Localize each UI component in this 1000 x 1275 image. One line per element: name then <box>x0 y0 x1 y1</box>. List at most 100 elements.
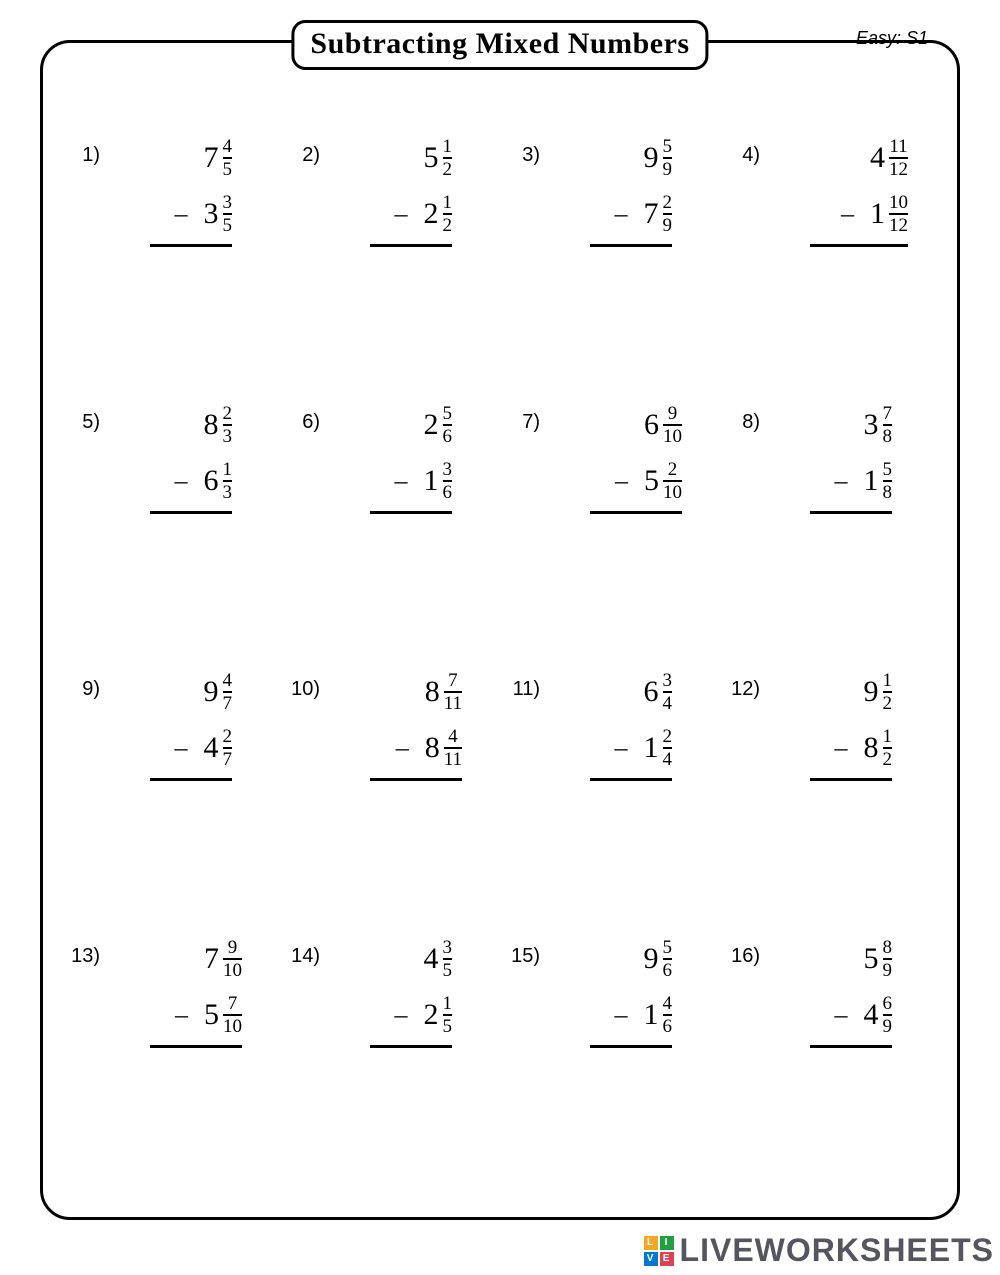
mixed-number: 427 <box>204 727 233 769</box>
problem: 15)956–146 <box>500 931 720 1048</box>
whole-part: 5 <box>864 942 883 976</box>
mixed-number: 435 <box>424 938 453 980</box>
whole-part: 9 <box>644 141 663 175</box>
minus-icon: – <box>395 1000 424 1030</box>
fraction-part: 12 <box>883 727 893 769</box>
denominator: 9 <box>663 213 673 235</box>
whole-part: 4 <box>864 998 883 1032</box>
mixed-number: 8711 <box>425 671 462 713</box>
minus-icon: – <box>841 199 870 229</box>
fraction-part: 12 <box>443 193 453 235</box>
whole-part: 5 <box>204 998 223 1032</box>
numerator: 5 <box>663 938 673 958</box>
numerator: 3 <box>663 671 673 691</box>
minus-icon: – <box>175 466 204 496</box>
problem-number: 4) <box>720 130 770 167</box>
denominator: 10 <box>223 958 242 980</box>
denominator: 10 <box>663 480 682 502</box>
answer-rule <box>370 778 462 781</box>
answer-rule <box>150 1045 242 1048</box>
problem: 4) 41112–11012 <box>720 130 940 247</box>
problem: 7)6910–5210 <box>500 397 720 514</box>
answer-rule <box>370 244 452 247</box>
problem: 10)8711–8411 <box>280 664 500 781</box>
problem-stack: 912–812 <box>770 664 892 781</box>
minus-icon: – <box>175 199 204 229</box>
answer-rule <box>150 778 232 781</box>
minus-icon: – <box>395 199 424 229</box>
numerator: 5 <box>443 404 453 424</box>
problem-stack: 823–613 <box>110 397 232 514</box>
numerator: 1 <box>443 137 453 157</box>
denominator: 11 <box>444 691 462 713</box>
problem-grid: 1)745–3352)512–2123)959–7294)41112–11012… <box>60 130 940 1048</box>
answer-rule <box>370 511 452 514</box>
problem-number: 13) <box>60 931 110 968</box>
whole-part: 6 <box>644 408 663 442</box>
denominator: 10 <box>223 1014 242 1036</box>
problem-stack: 959–729 <box>550 130 672 247</box>
fraction-part: 910 <box>223 938 242 980</box>
mixed-number: 7910 <box>204 938 242 980</box>
denominator: 3 <box>223 424 233 446</box>
denominator: 2 <box>883 747 893 769</box>
problem: 13) 7910 –5710 <box>60 931 280 1048</box>
whole-part: 4 <box>870 141 889 175</box>
whole-part: 3 <box>864 408 883 442</box>
numerator: 6 <box>883 994 893 1014</box>
denominator: 5 <box>443 958 453 980</box>
minus-icon: – <box>835 466 864 496</box>
whole-part: 1 <box>644 731 663 765</box>
whole-part: 8 <box>864 731 883 765</box>
mixed-number: 256 <box>424 404 453 446</box>
mixed-number: 11012 <box>870 193 908 235</box>
page: Subtracting Mixed Numbers Easy: S1 1)745… <box>0 0 1000 1275</box>
mixed-number: 5210 <box>644 460 682 502</box>
numerator: 9 <box>668 404 678 424</box>
numerator: 3 <box>443 938 453 958</box>
watermark-logo-icon: LIVE <box>644 1236 674 1266</box>
denominator: 2 <box>883 691 893 713</box>
numerator: 9 <box>228 938 238 958</box>
minuend-line: 589 <box>864 931 893 987</box>
denominator: 8 <box>883 480 893 502</box>
numerator: 1 <box>443 193 453 213</box>
numerator: 4 <box>223 671 233 691</box>
denominator: 11 <box>444 747 462 769</box>
denominator: 12 <box>889 157 908 179</box>
problem: 2)512–212 <box>280 130 500 247</box>
numerator: 11 <box>889 137 907 157</box>
numerator: 2 <box>663 727 673 747</box>
numerator: 8 <box>883 938 893 958</box>
minus-icon: – <box>615 466 644 496</box>
minuend-line: 6910 <box>644 397 682 453</box>
problem-number: 11) <box>500 664 550 701</box>
watermark-logo-cell: V <box>644 1252 658 1266</box>
minus-icon: – <box>835 1000 864 1030</box>
numerator: 1 <box>443 994 453 1014</box>
fraction-part: 710 <box>223 994 242 1036</box>
denominator: 7 <box>223 747 233 769</box>
answer-rule <box>810 511 892 514</box>
denominator: 7 <box>223 691 233 713</box>
fraction-part: 56 <box>663 938 673 980</box>
mixed-number: 5710 <box>204 994 242 1036</box>
problem: 14)435–215 <box>280 931 500 1048</box>
mixed-number: 745 <box>204 137 233 179</box>
fraction-part: 29 <box>663 193 673 235</box>
numerator: 2 <box>223 404 233 424</box>
fraction-part: 47 <box>223 671 233 713</box>
subtrahend-line: –5710 <box>175 987 242 1043</box>
denominator: 5 <box>223 213 233 235</box>
problem-number: 1) <box>60 130 110 167</box>
minus-icon: – <box>615 1000 644 1030</box>
answer-rule <box>810 778 892 781</box>
mixed-number: 947 <box>204 671 233 713</box>
problem-number: 16) <box>720 931 770 968</box>
mixed-number: 812 <box>864 727 893 769</box>
whole-part: 3 <box>204 197 223 231</box>
watermark-logo-cell: L <box>644 1236 658 1250</box>
problem-number: 2) <box>280 130 330 167</box>
fraction-part: 12 <box>883 671 893 713</box>
numerator: 1 <box>883 727 893 747</box>
